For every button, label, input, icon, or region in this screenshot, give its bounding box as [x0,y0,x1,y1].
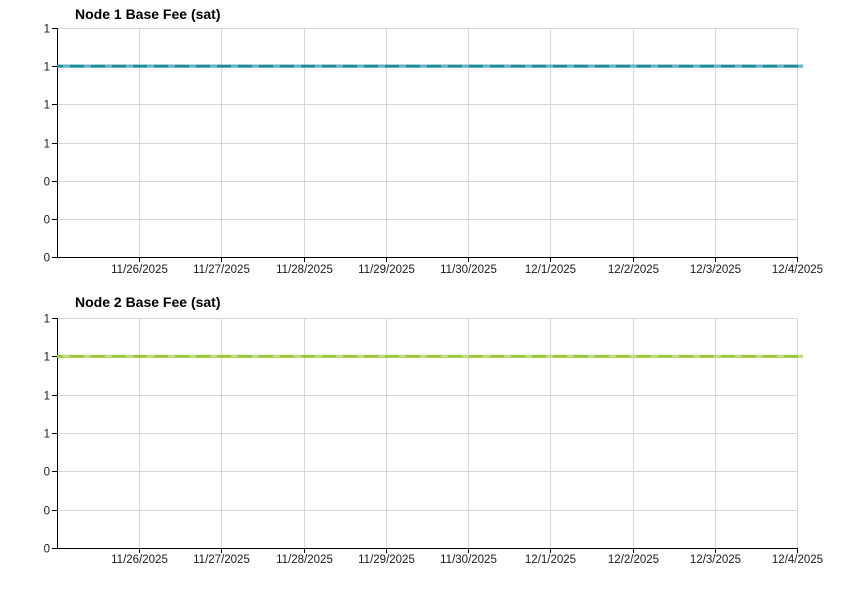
y-tick-label: 1 [44,100,50,112]
y-tick-label: 1 [44,352,50,364]
y-tick-label: 0 [44,253,50,265]
y-tick-label: 1 [44,62,50,74]
x-tick-label: 11/30/2025 [440,554,497,566]
y-tick-label: 1 [44,24,50,36]
x-tick-label: 11/26/2025 [111,554,168,566]
x-tick-label: 12/4/2025 [772,554,823,566]
x-tick-label: 11/27/2025 [193,554,250,566]
x-tick-label: 11/27/2025 [193,264,250,276]
y-tick-label: 0 [44,506,50,518]
x-tick-label: 11/29/2025 [358,264,415,276]
x-tick-label: 12/1/2025 [525,264,576,276]
x-tick-label: 12/4/2025 [772,264,823,276]
x-tick-label: 11/28/2025 [276,264,333,276]
y-tick-label: 1 [44,429,50,441]
x-tick-label: 11/29/2025 [358,554,415,566]
x-tick-label: 12/3/2025 [690,554,741,566]
x-tick-label: 11/28/2025 [276,554,333,566]
x-tick-label: 11/30/2025 [440,264,497,276]
y-tick-label: 0 [44,177,50,189]
y-tick-label: 1 [44,314,50,326]
y-tick-label: 0 [44,467,50,479]
x-tick-label: 12/2/2025 [608,554,659,566]
x-tick-label: 11/26/2025 [111,264,168,276]
y-tick-label: 1 [44,139,50,151]
x-tick-label: 12/1/2025 [525,554,576,566]
x-tick-label: 12/3/2025 [690,264,741,276]
x-tick-label: 12/2/2025 [608,264,659,276]
y-tick-label: 0 [44,215,50,227]
y-tick-label: 1 [44,391,50,403]
chart1-title: Node 1 Base Fee (sat) [75,6,221,22]
chart2-title: Node 2 Base Fee (sat) [75,294,221,310]
y-tick-label: 0 [44,544,50,556]
